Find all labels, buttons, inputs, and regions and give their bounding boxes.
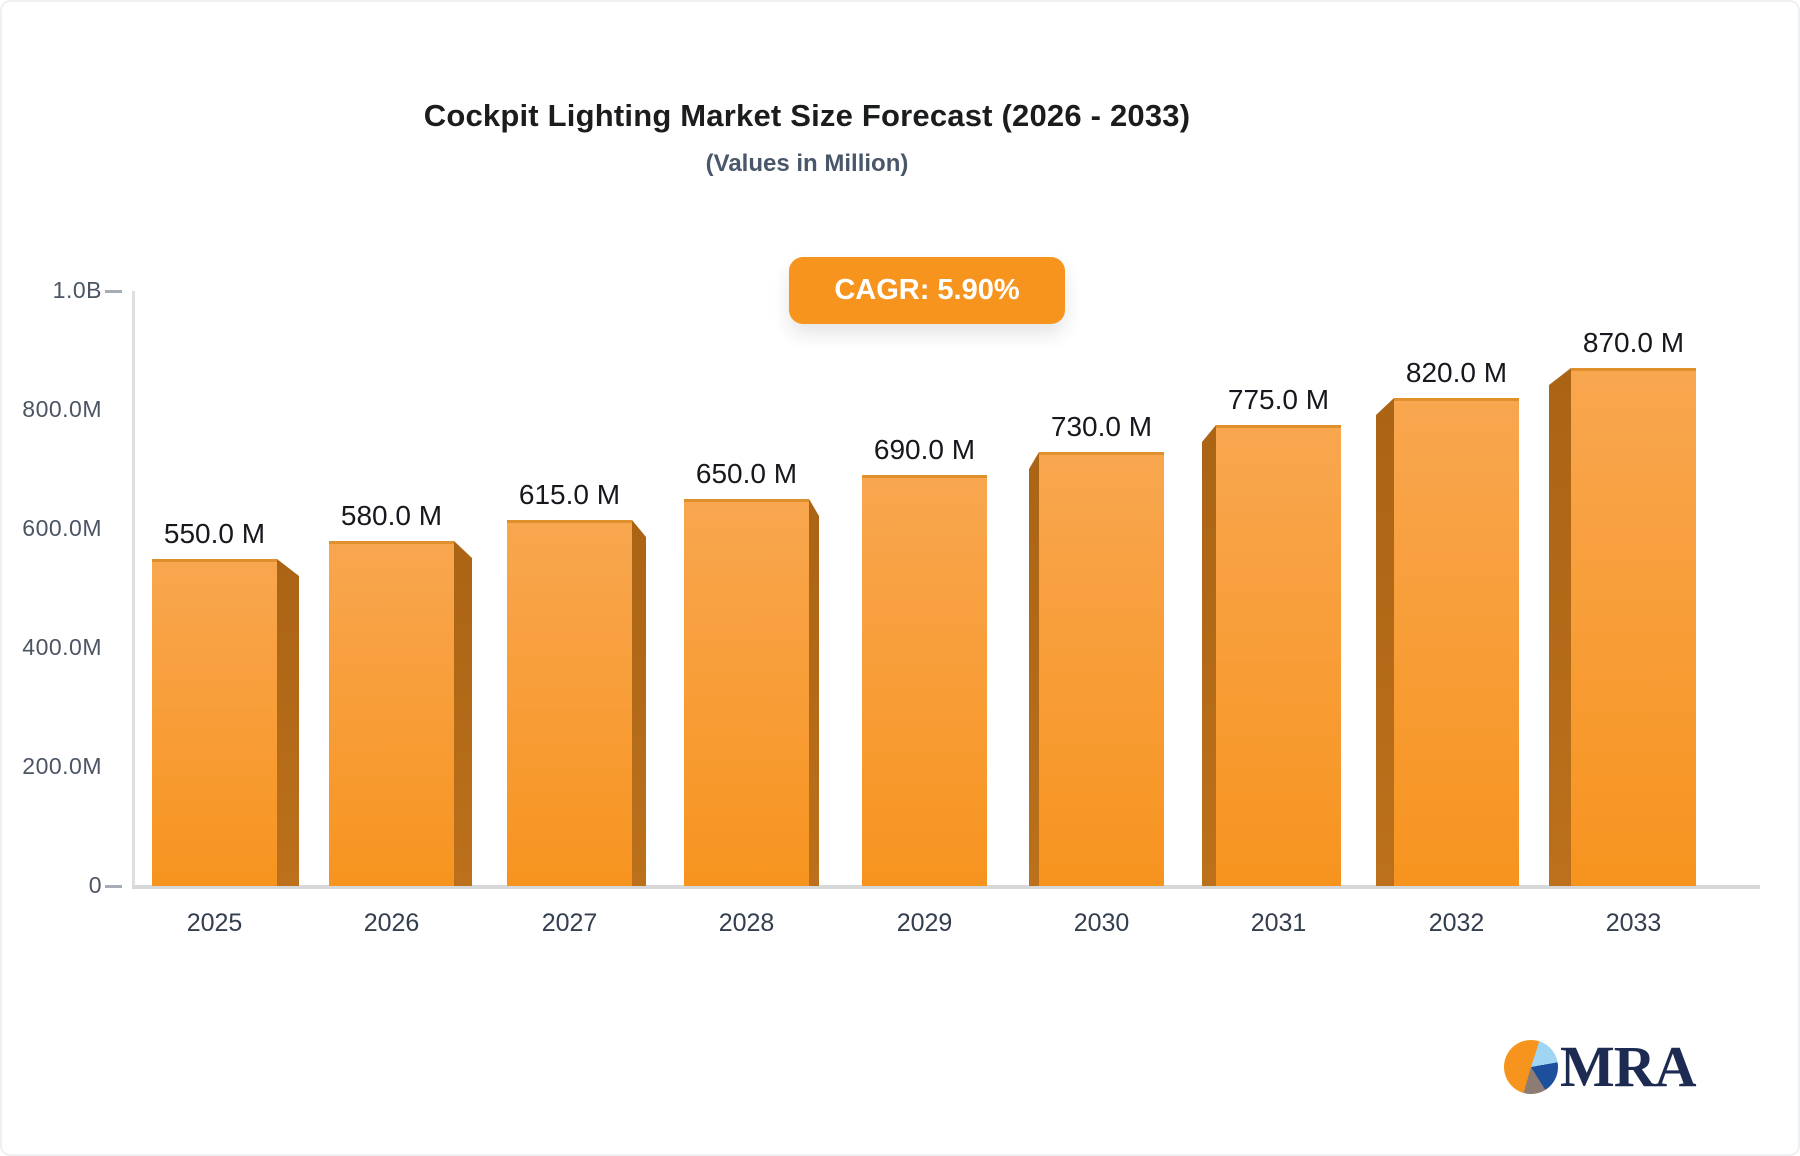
bar-value-label: 615.0 M (518, 479, 621, 510)
bar-group-2029: 690.0 M 2029 (862, 434, 987, 937)
bar-front-face (1394, 398, 1519, 886)
x-axis-category-label: 2025 (186, 909, 243, 937)
bar-3d-side-face (1029, 452, 1039, 886)
bar-front-face (862, 475, 987, 886)
bar-group-2025: 550.0 M 2025 (152, 518, 299, 937)
y-tick-label: 0 (88, 872, 102, 898)
y-tick-label: 800.0M (22, 396, 102, 422)
x-axis-category-label: 2026 (363, 909, 420, 937)
bar-value-label: 820.0 M (1405, 357, 1508, 388)
bar-front-face (684, 499, 809, 886)
bar-value-label: 580.0 M (340, 500, 443, 531)
bars-container: 550.0 M 2025 580.0 M 2026 615.0 M 2027 650.0 M… (152, 291, 1772, 937)
bar-front-face (1571, 368, 1696, 886)
bar-group-2027: 615.0 M 2027 (507, 479, 646, 937)
bar-value-label: 775.0 M (1227, 384, 1330, 415)
bar-value-label: 690.0 M (873, 434, 976, 465)
x-axis-category-label: 2030 (1073, 909, 1130, 937)
x-axis-category-label: 2033 (1605, 909, 1662, 937)
x-axis-category-label: 2029 (896, 909, 953, 937)
bar-value-label: 870.0 M (1582, 327, 1685, 358)
y-tick-label: 1.0B (52, 277, 102, 303)
x-axis-category-label: 2027 (541, 909, 598, 937)
bar-value-label: 730.0 M (1050, 411, 1153, 442)
y-axis-line (132, 291, 135, 888)
bar-3d-side-face (632, 520, 646, 886)
chart-subtitle: (Values in Million) (705, 150, 909, 177)
bar-group-2028: 650.0 M 2028 (684, 458, 819, 937)
bar-group-2031: 775.0 M 2031 (1202, 384, 1341, 937)
bar-group-2033: 870.0 M 2033 (1549, 327, 1696, 937)
bar-front-face (1216, 425, 1341, 886)
bar-3d-side-face (1549, 368, 1571, 886)
x-axis-category-label: 2031 (1250, 909, 1307, 937)
bar-group-2032: 820.0 M 2032 (1376, 357, 1519, 937)
logo-text: MRA (1560, 1034, 1697, 1099)
x-axis-category-label: 2028 (718, 909, 775, 937)
y-tick-label: 200.0M (22, 753, 102, 779)
x-axis-baseline (132, 885, 1760, 889)
y-tick-dash (105, 885, 122, 888)
x-axis-category-label: 2032 (1428, 909, 1485, 937)
bar-front-face (507, 520, 632, 886)
bar-group-2026: 580.0 M 2026 (329, 500, 472, 937)
bar-value-label: 550.0 M (163, 518, 266, 549)
bar-front-face (1039, 452, 1164, 886)
bar-3d-side-face (809, 499, 819, 886)
cagr-badge: CAGR: 5.90% (789, 257, 1065, 324)
pie-chart-logo-icon (1504, 1040, 1558, 1094)
chart-title: Cockpit Lighting Market Size Forecast (2… (423, 98, 1191, 133)
bar-3d-side-face (454, 541, 472, 886)
y-tick-dash (105, 290, 122, 293)
bar-group-2030: 730.0 M 2030 (1029, 411, 1164, 937)
bar-3d-side-face (277, 559, 299, 886)
bar-3d-side-face (1202, 425, 1216, 886)
mra-logo: MRA (1504, 1034, 1697, 1099)
y-tick-label: 400.0M (22, 634, 102, 660)
bar-front-face (152, 559, 277, 886)
bar-front-face (329, 541, 454, 886)
y-tick-label: 600.0M (22, 515, 102, 541)
bar-3d-side-face (1376, 398, 1394, 886)
bar-value-label: 650.0 M (695, 458, 798, 489)
